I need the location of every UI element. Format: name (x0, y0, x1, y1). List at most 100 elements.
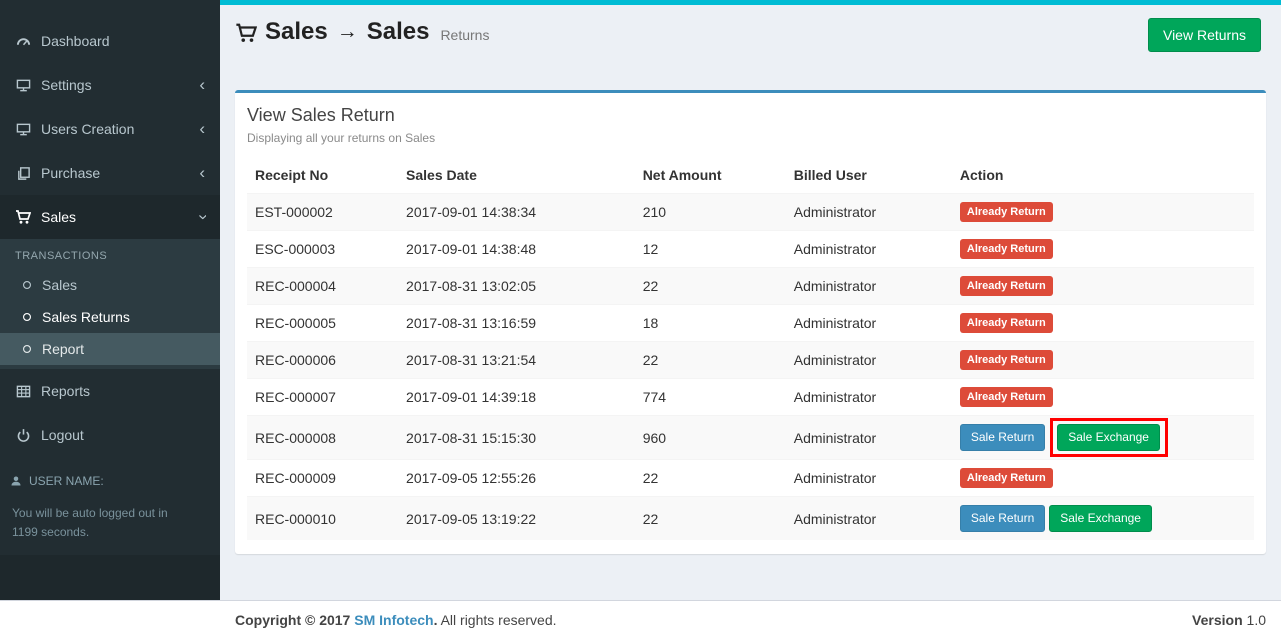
receipt-no-cell: EST-000002 (247, 193, 399, 231)
net-amount-cell: 960 (634, 415, 786, 460)
billed-user-cell: Administrator (785, 267, 952, 305)
content-header: Sales → Sales Returns View Returns (220, 5, 1281, 52)
sidebar-item-label: Reports (41, 383, 91, 399)
table-row: REC-000009 2017-09-05 12:55:26 22 Administr… (247, 459, 1254, 497)
net-amount-cell: 774 (634, 378, 786, 416)
action-cell: Already Return (951, 378, 1254, 416)
table-row: ESC-000003 2017-09-01 14:38:48 12 Administr… (247, 230, 1254, 268)
billed-user-cell: Administrator (785, 193, 952, 231)
company-link[interactable]: SM Infotech (354, 612, 434, 628)
dashboard-icon (15, 34, 31, 49)
billed-user-cell: Administrator (785, 341, 952, 379)
action-cell: Already Return (951, 267, 1254, 305)
sale-return-button[interactable]: Sale Return (959, 505, 1046, 532)
already-return-badge: Already Return (959, 313, 1053, 333)
billed-user-cell: Administrator (785, 304, 952, 342)
sale-exchange-button[interactable]: Sale Exchange (1049, 505, 1152, 532)
sidebar: Dashboard Settings ‹ Users Creation ‹ Purchas… (0, 0, 220, 600)
page-title-primary: Sales (265, 18, 328, 45)
circle-icon (21, 344, 33, 354)
page-title-sub: Returns (440, 27, 490, 43)
sidebar-item-label: Settings (41, 77, 92, 93)
user-icon (10, 475, 22, 487)
column-header-receipt-no: Receipt No (247, 157, 399, 194)
sidebar-item-settings[interactable]: Settings ‹ (0, 63, 220, 107)
submenu-item-label: Sales (42, 277, 78, 293)
column-header-billed-user: Billed User (785, 157, 952, 194)
table-icon (15, 384, 31, 399)
billed-user-cell: Administrator (785, 459, 952, 497)
cart-icon (235, 22, 257, 44)
receipt-no-cell: REC-000005 (247, 304, 399, 342)
chevron-left-icon: ‹ (199, 75, 205, 94)
sidebar-item-sales[interactable]: Sales ‹ (0, 195, 220, 239)
user-name-label: USER NAME: (29, 474, 104, 488)
footer: Copyright © 2017 SM Infotech. All rights… (0, 600, 1281, 639)
sidebar-item-purchase[interactable]: Purchase ‹ (0, 151, 220, 195)
chevron-down-icon: ‹ (192, 214, 212, 220)
version-text: Version 1.0 (1192, 612, 1266, 628)
power-icon (15, 428, 31, 443)
already-return-badge: Already Return (959, 387, 1053, 407)
desktop-icon (15, 122, 31, 137)
panel-subtitle: Displaying all your returns on Sales (247, 131, 436, 145)
table-row: REC-000007 2017-09-01 14:39:18 774 Administ… (247, 378, 1254, 416)
submenu-item-sales[interactable]: Sales (0, 269, 220, 301)
already-return-badge: Already Return (959, 468, 1053, 488)
desktop-icon (15, 78, 31, 93)
table-row: REC-000008 2017-08-31 15:15:30 960 Administ… (247, 415, 1254, 460)
sidebar-item-label: Users Creation (41, 121, 135, 137)
sidebar-item-reports[interactable]: Reports (0, 369, 220, 413)
action-cell: Sale Return Sale Exchange (951, 496, 1254, 540)
sidebar-item-users-creation[interactable]: Users Creation ‹ (0, 107, 220, 151)
billed-user-cell: Administrator (785, 496, 952, 540)
view-returns-button[interactable]: View Returns (1147, 18, 1261, 52)
sidebar-item-dashboard[interactable]: Dashboard (0, 19, 220, 63)
circle-icon (21, 280, 33, 290)
column-header-action: Action (951, 157, 1254, 194)
action-cell: Already Return (951, 193, 1254, 231)
already-return-badge: Already Return (959, 202, 1053, 222)
net-amount-cell: 22 (634, 459, 786, 497)
receipt-no-cell: REC-000007 (247, 378, 399, 416)
action-cell: Already Return (951, 304, 1254, 342)
already-return-badge: Already Return (959, 239, 1053, 259)
sales-return-panel: View Sales Return Displaying all your re… (235, 90, 1266, 554)
receipt-no-cell: REC-000009 (247, 459, 399, 497)
sale-exchange-button[interactable]: Sale Exchange (1057, 424, 1160, 451)
billed-user-cell: Administrator (785, 415, 952, 460)
sidebar-item-logout[interactable]: Logout (0, 413, 220, 457)
chevron-left-icon: ‹ (199, 163, 205, 182)
user-panel: USER NAME: (0, 457, 220, 488)
sales-date-cell: 2017-09-01 14:38:48 (398, 230, 635, 268)
circle-icon (21, 312, 33, 322)
submenu-item-report[interactable]: Report (0, 333, 220, 365)
submenu-item-label: Sales Returns (42, 309, 130, 325)
sidebar-filler (0, 555, 220, 600)
action-cell: Sale Return Sale Exchange (951, 415, 1254, 460)
accent-strip (220, 0, 1281, 5)
table-row: EST-000002 2017-09-01 14:38:34 210 Administ… (247, 193, 1254, 231)
sales-date-cell: 2017-08-31 15:15:30 (398, 415, 635, 460)
table-row: REC-000010 2017-09-05 13:19:22 22 Administr… (247, 496, 1254, 540)
already-return-badge: Already Return (959, 350, 1053, 370)
sales-date-cell: 2017-09-05 13:19:22 (398, 496, 635, 540)
main-content: Sales → Sales Returns View Returns View … (220, 0, 1281, 600)
cart-icon (15, 209, 31, 225)
table-row: REC-000006 2017-08-31 13:21:54 22 Administr… (247, 341, 1254, 379)
net-amount-cell: 18 (634, 304, 786, 342)
column-header-net-amount: Net Amount (634, 157, 786, 194)
sidebar-item-label: Purchase (41, 165, 101, 181)
sidebar-item-label: Dashboard (41, 33, 110, 49)
net-amount-cell: 22 (634, 496, 786, 540)
submenu-item-label: Report (42, 341, 85, 357)
receipt-no-cell: REC-000006 (247, 341, 399, 379)
submenu-item-sales-returns[interactable]: Sales Returns (0, 301, 220, 333)
billed-user-cell: Administrator (785, 230, 952, 268)
page-title: Sales → Sales Returns (235, 18, 1261, 46)
net-amount-cell: 210 (634, 193, 786, 231)
auto-logout-notice: You will be auto logged out in 1199 seco… (12, 506, 168, 539)
copyright-text: Copyright © 2017 SM Infotech. All rights… (235, 612, 557, 628)
sale-return-button[interactable]: Sale Return (959, 424, 1046, 451)
